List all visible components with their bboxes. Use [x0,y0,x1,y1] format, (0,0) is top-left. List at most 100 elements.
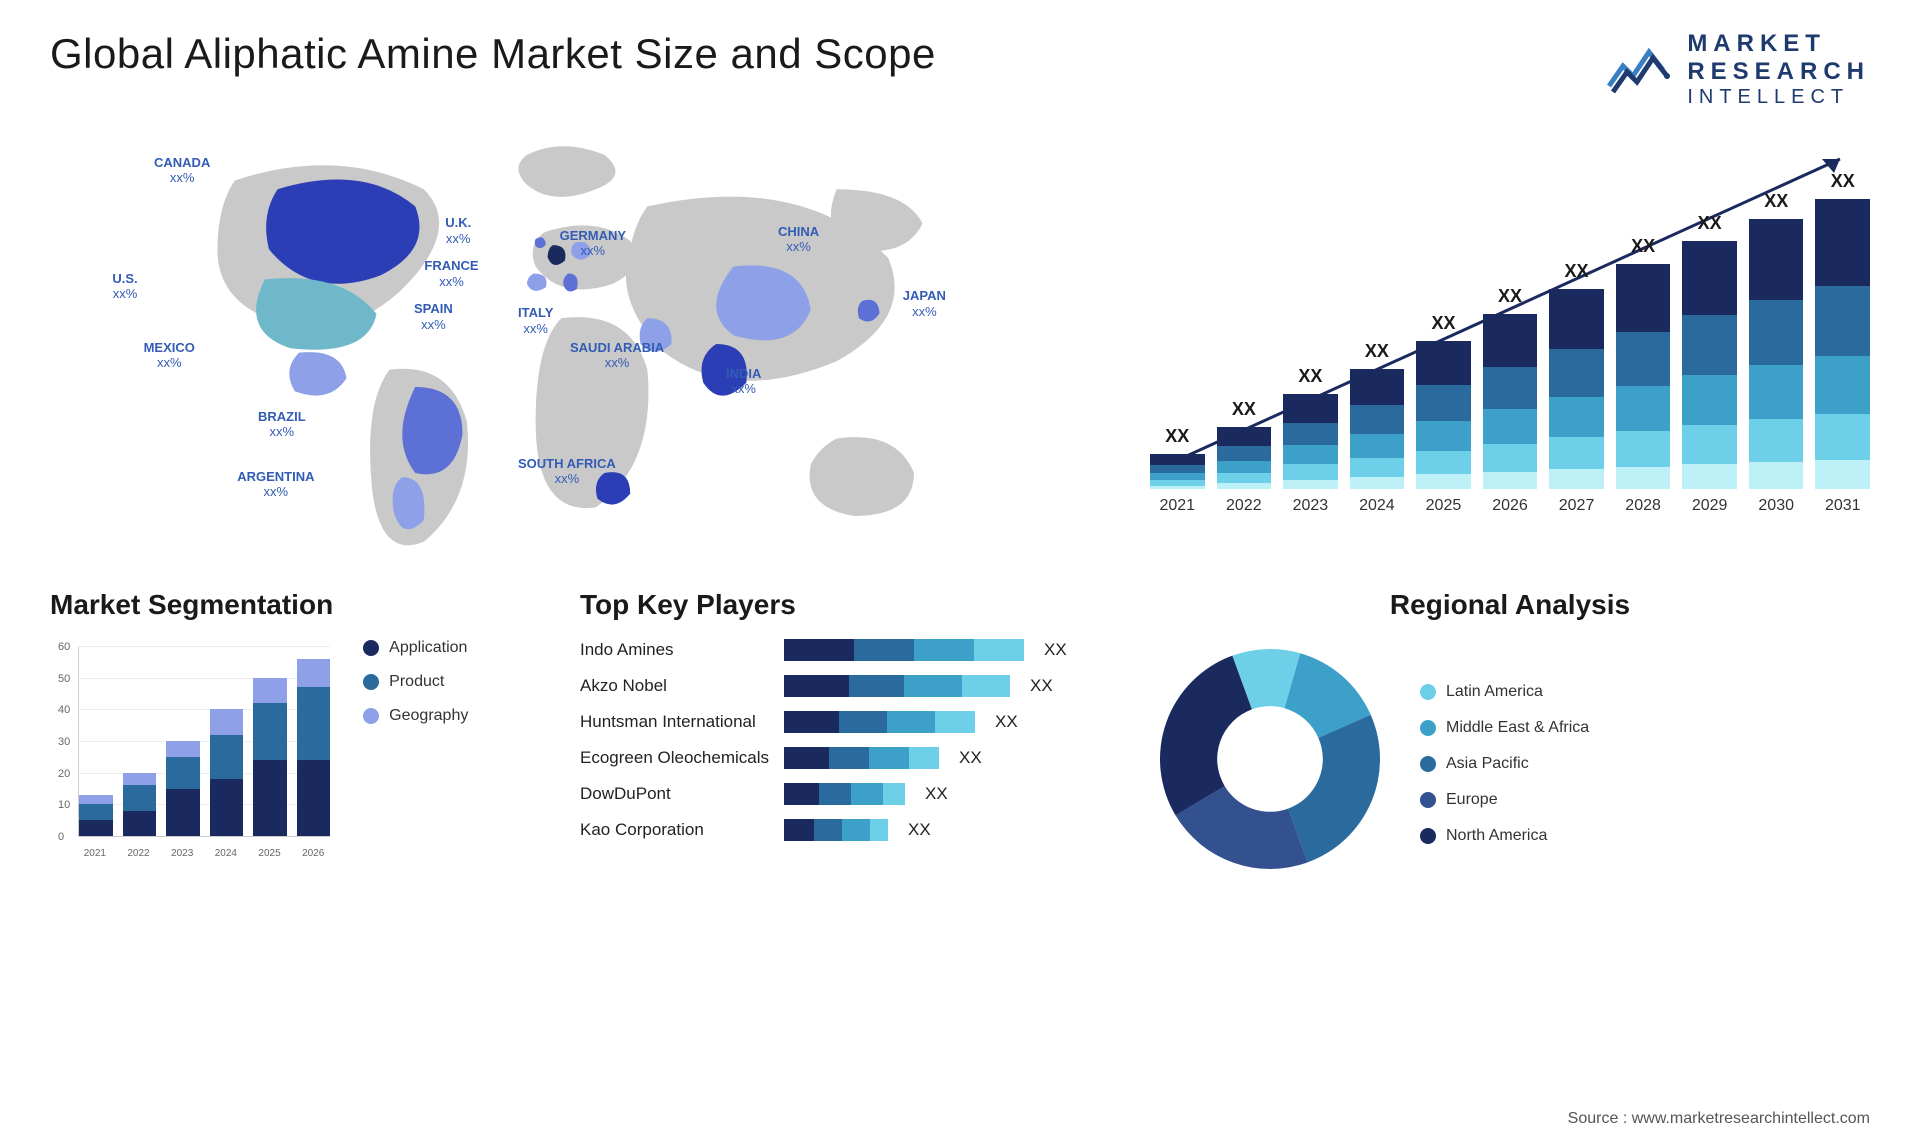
players-panel: Top Key Players Indo AminesXX Akzo NobelX… [580,589,1100,869]
growth-bar-segment [1350,434,1405,458]
legend-dot [1420,792,1436,808]
seg-ytick-label: 0 [58,831,64,843]
player-bar-segment [870,819,888,841]
legend-label: Europe [1446,791,1498,809]
legend-dot [1420,720,1436,736]
growth-bar-segment [1682,241,1737,315]
growth-bar-segment [1815,356,1870,414]
growth-bar-2022: XX [1217,427,1272,489]
seg-bar-segment [253,760,287,836]
seg-ytick-label: 10 [58,799,70,811]
growth-bar-segment [1616,386,1671,431]
player-bar [784,675,1010,697]
player-name: Huntsman International [580,712,770,732]
seg-bar-segment [210,709,244,734]
growth-bar-segment [1416,341,1471,385]
growth-bar-segment [1150,486,1205,490]
player-row: DowDuPontXX [580,783,1100,805]
player-bar-segment [849,675,904,697]
growth-bar-2030: XX [1749,219,1804,489]
player-bar-segment [819,783,851,805]
growth-year-label: 2022 [1217,497,1272,515]
seg-bar-segment [253,703,287,760]
legend-label: Asia Pacific [1446,755,1529,773]
map-label-canada: CANADAxx% [154,155,210,186]
growth-bar-label: XX [1217,399,1272,420]
player-bar-segment [935,711,975,733]
growth-bar-segment [1549,289,1604,349]
seg-year-label: 2023 [165,848,199,859]
region-legend-item: Europe [1420,791,1589,809]
growth-bar-segment [1549,397,1604,437]
growth-bar-2031: XX [1815,199,1870,489]
player-value: XX [995,712,1018,732]
seg-ytick-label: 30 [58,736,70,748]
player-bar-segment [784,747,829,769]
growth-bar-segment [1749,462,1804,489]
seg-year-label: 2026 [296,848,330,859]
growth-bar-2025: XX [1416,341,1471,489]
seg-bar-segment [123,785,157,810]
legend-dot [1420,684,1436,700]
player-bar-segment [904,675,962,697]
growth-bar-segment [1749,419,1804,462]
player-bar-segment [842,819,870,841]
player-bar [784,819,888,841]
regional-title: Regional Analysis [1150,589,1870,621]
growth-bar-2028: XX [1616,264,1671,489]
player-bar-segment [869,747,909,769]
player-row: Akzo NobelXX [580,675,1100,697]
growth-bar-segment [1350,369,1405,405]
map-label-spain: SPAINxx% [414,301,453,332]
growth-bar-segment [1749,219,1804,300]
growth-bar-segment [1416,421,1471,451]
growth-bar-segment [1283,423,1338,446]
legend-label: North America [1446,827,1547,845]
segmentation-title: Market Segmentation [50,589,333,621]
growth-year-label: 2027 [1549,497,1604,515]
player-bar-segment [909,747,939,769]
player-bar-segment [854,639,914,661]
map-label-italy: ITALYxx% [518,305,553,336]
map-label-china: CHINAxx% [778,224,819,255]
player-bar-segment [814,819,842,841]
growth-bar-segment [1815,414,1870,460]
segmentation-panel: Market Segmentation 20212022202320242025… [50,589,530,869]
growth-bar-segment [1217,483,1272,489]
growth-bar-segment [1217,473,1272,483]
logo-text-1: MARKET [1687,30,1870,58]
growth-bar-segment [1749,300,1804,365]
growth-bar-segment [1549,349,1604,397]
world-map: CANADAxx%U.S.xx%MEXICOxx%BRAZILxx%ARGENT… [50,129,1090,559]
legend-dot [1420,756,1436,772]
map-label-japan: JAPANxx% [903,288,946,319]
seg-bar-segment [166,741,200,757]
player-value: XX [925,784,948,804]
player-row: Huntsman International XX [580,711,1100,733]
growth-bar-segment [1616,332,1671,386]
players-title: Top Key Players [580,589,1100,621]
seg-year-label: 2024 [209,848,243,859]
growth-bar-segment [1549,469,1604,489]
player-row: Ecogreen OleochemicalsXX [580,747,1100,769]
player-name: Kao Corporation [580,820,770,840]
seg-bar-2022 [123,773,157,836]
seg-bar-segment [166,757,200,789]
growth-bar-segment [1616,431,1671,467]
player-row: Kao CorporationXX [580,819,1100,841]
growth-bar-segment [1549,437,1604,469]
page-title: Global Aliphatic Amine Market Size and S… [50,30,936,78]
legend-dot [363,640,379,656]
growth-bar-segment [1350,477,1405,489]
seg-bar-2026 [297,659,331,836]
map-label-brazil: BRAZILxx% [258,409,306,440]
growth-bar-segment [1350,458,1405,477]
growth-bar-label: XX [1416,313,1471,334]
growth-bar-label: XX [1616,236,1671,257]
seg-legend-item: Geography [363,707,468,725]
player-value: XX [1044,640,1067,660]
player-row: Indo AminesXX [580,639,1100,661]
growth-bar-segment [1283,480,1338,490]
growth-bar-segment [1416,451,1471,475]
growth-bar-segment [1150,454,1205,465]
